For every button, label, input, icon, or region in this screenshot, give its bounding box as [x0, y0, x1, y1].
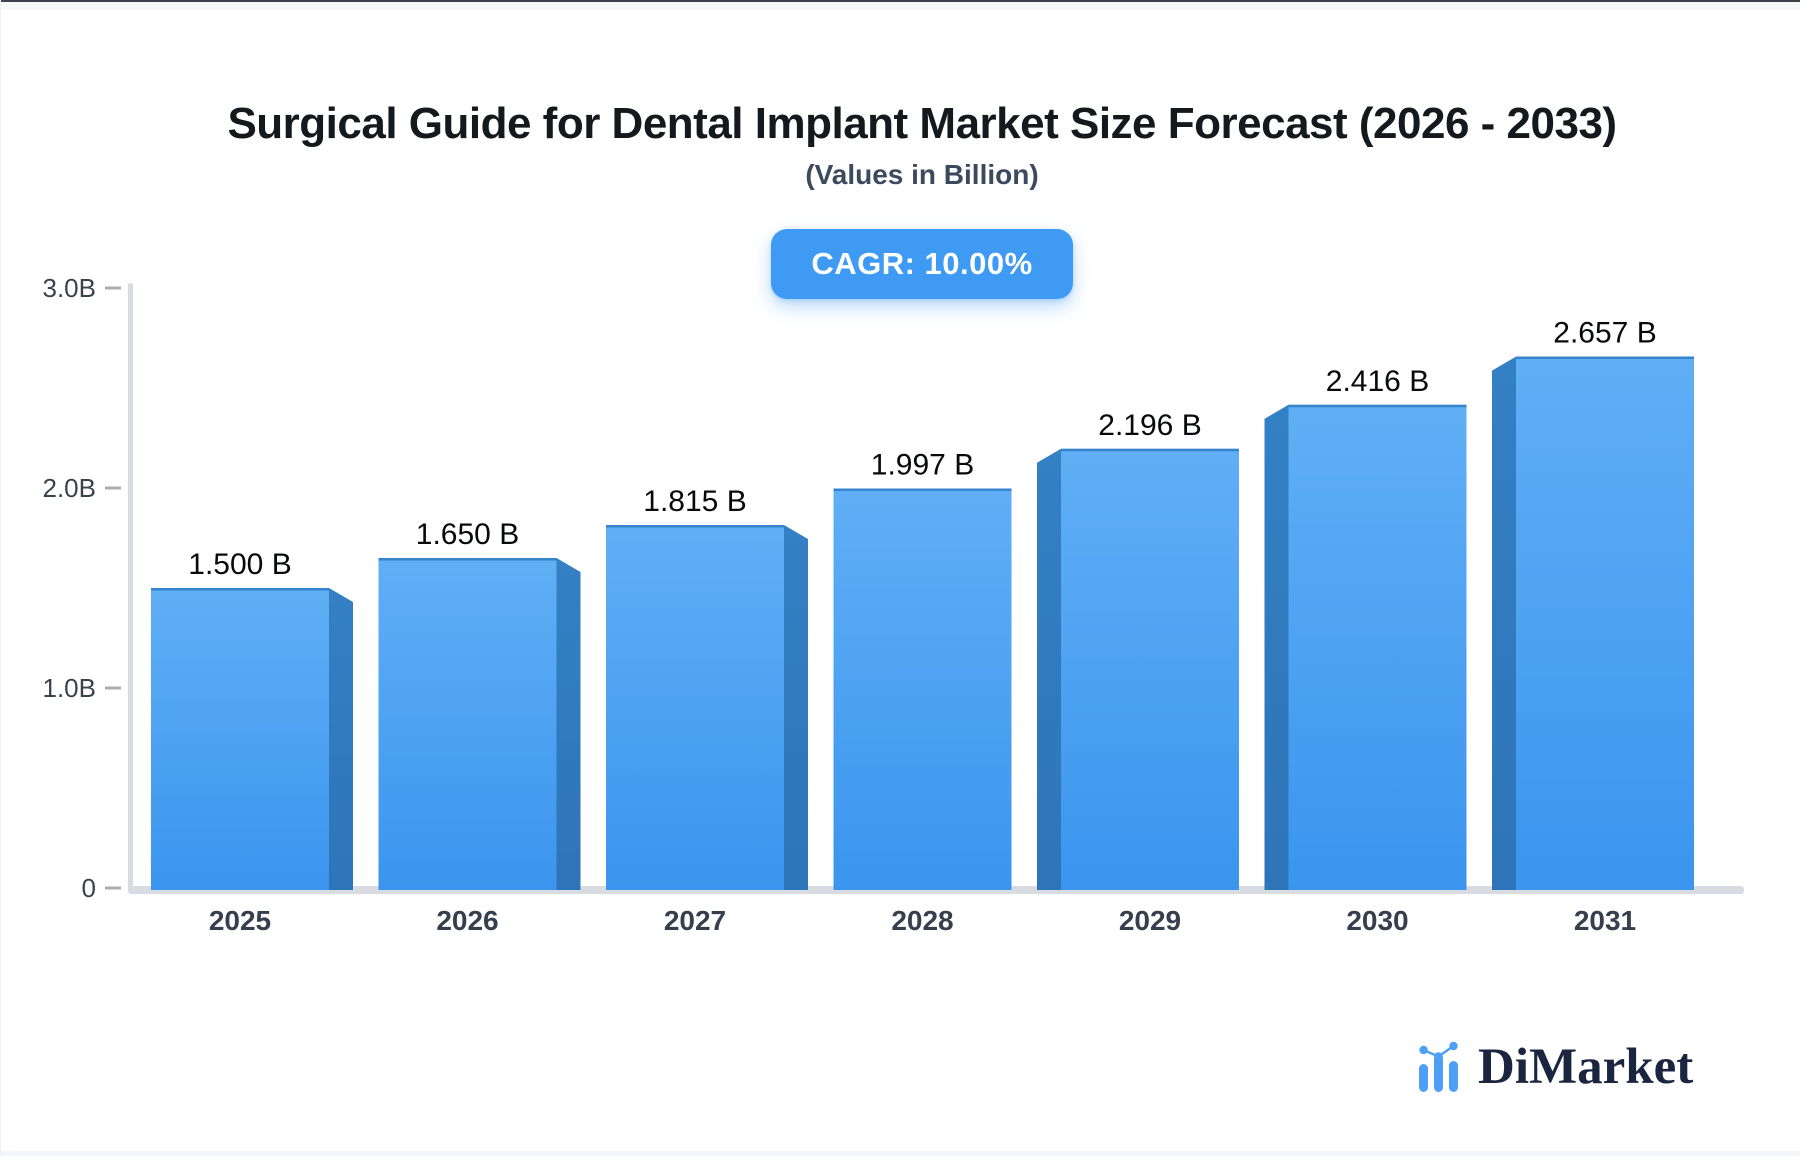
top-edge-line [1, 0, 1800, 2]
chart-title: Surgical Guide for Dental Implant Market… [227, 99, 1617, 148]
y-tick-label: 3.0B [43, 273, 97, 303]
bar-value-label: 1.815 B [643, 485, 746, 518]
bar-front-face [606, 525, 784, 890]
mini-bar-chart-icon [1419, 1041, 1458, 1092]
x-axis-label-2030: 2030 [1346, 905, 1408, 936]
bar-2027[interactable]: 1.815 B [606, 485, 808, 890]
bar-2026[interactable]: 1.650 B [378, 518, 581, 890]
bar-side-face [1492, 356, 1516, 891]
bar-side-face [784, 525, 808, 890]
bar-front-face [833, 488, 1012, 890]
bar-value-label: 2.196 B [1098, 409, 1201, 442]
bar-value-label: 1.997 B [871, 449, 974, 482]
y-tick-label: 1.0B [43, 673, 97, 703]
logo-text: DiMarket [1478, 1038, 1694, 1095]
bar-side-face [1264, 404, 1289, 890]
x-axis-label-2028: 2028 [891, 905, 953, 936]
bar-2025[interactable]: 1.500 B [151, 548, 353, 890]
bar-side-face [1037, 448, 1061, 890]
chart-subtitle: (Values in Billion) [805, 159, 1039, 190]
bar-side-face [329, 588, 353, 890]
bar-front-face [151, 588, 329, 890]
x-axis-label-2027: 2027 [664, 905, 726, 936]
bar-2030[interactable]: 2.416 B [1264, 365, 1467, 890]
dimarket-logo[interactable]: DiMarket [1419, 1038, 1693, 1092]
y-tick-label: 0 [82, 873, 96, 903]
bar-2029[interactable]: 2.196 B [1037, 409, 1239, 890]
bar-value-label: 2.416 B [1326, 365, 1429, 398]
bar-front-face [1516, 356, 1694, 891]
x-axis-label-2031: 2031 [1574, 905, 1636, 936]
bar-value-label: 1.650 B [416, 518, 519, 551]
x-axis-label-2025: 2025 [209, 905, 271, 936]
bar-2031[interactable]: 2.657 B [1492, 317, 1694, 891]
bar-front-face [1061, 448, 1239, 890]
y-axis-line [128, 283, 133, 893]
x-axis-label-2026: 2026 [436, 905, 498, 936]
bar-value-label: 2.657 B [1553, 317, 1656, 350]
bar-front-face [1288, 404, 1467, 890]
bar-front-face [378, 558, 557, 890]
y-tick-label: 2.0B [43, 473, 97, 503]
bar-2028[interactable]: 1.997 B [833, 449, 1012, 890]
bar-value-label: 1.500 B [188, 548, 291, 581]
chart-header: Surgical Guide for Dental Implant Market… [22, 0, 1800, 299]
cagr-badge: CAGR: 10.00% [771, 229, 1073, 299]
x-axis-label-2029: 2029 [1119, 905, 1181, 936]
bottom-band [1, 1151, 1800, 1156]
bar-side-face [556, 558, 581, 890]
top-band [1, 2, 1800, 10]
